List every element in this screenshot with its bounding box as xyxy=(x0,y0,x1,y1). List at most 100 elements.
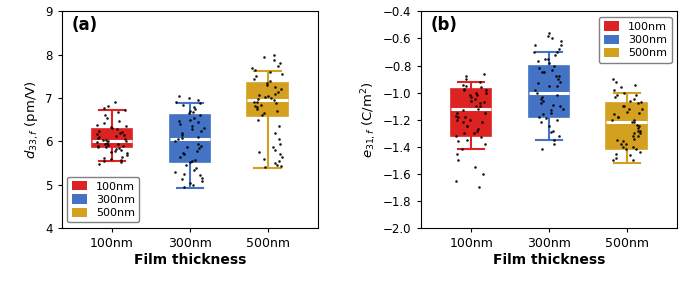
Point xyxy=(197,179,208,184)
Point xyxy=(529,50,540,54)
Point xyxy=(536,120,547,125)
Point xyxy=(473,127,484,131)
Point xyxy=(175,154,186,159)
Point xyxy=(274,141,285,146)
Point xyxy=(460,115,471,119)
Point xyxy=(172,137,183,141)
Point xyxy=(618,104,629,109)
Point xyxy=(610,151,621,156)
Point xyxy=(185,160,196,164)
Point xyxy=(181,163,192,168)
Point xyxy=(176,133,187,137)
Point xyxy=(269,91,280,96)
Point xyxy=(121,153,132,158)
Point xyxy=(451,111,462,115)
Point xyxy=(536,70,547,75)
Point xyxy=(195,143,206,148)
Point xyxy=(552,117,563,122)
Point xyxy=(189,104,200,109)
Point xyxy=(615,85,626,89)
Point xyxy=(633,124,644,129)
Point xyxy=(472,93,483,98)
Point xyxy=(538,112,549,117)
Point xyxy=(98,138,109,143)
Point xyxy=(259,156,269,161)
Point xyxy=(479,142,490,146)
Point xyxy=(545,108,556,113)
Point xyxy=(184,117,195,122)
Point xyxy=(552,84,563,88)
Point xyxy=(633,134,644,138)
Point xyxy=(462,124,473,129)
Point xyxy=(187,127,198,131)
Point xyxy=(536,97,547,102)
Point xyxy=(533,59,544,64)
Point xyxy=(473,107,484,111)
Point xyxy=(176,131,187,135)
Point xyxy=(252,117,263,122)
Point xyxy=(249,103,260,108)
Point xyxy=(547,67,557,72)
Point xyxy=(114,146,124,150)
Point xyxy=(194,173,205,178)
X-axis label: Film thickness: Film thickness xyxy=(492,253,605,267)
Point xyxy=(612,115,623,119)
Point xyxy=(544,84,555,88)
Point xyxy=(118,133,129,137)
Point xyxy=(102,141,113,145)
Point xyxy=(606,117,617,122)
Point xyxy=(92,145,103,150)
Point xyxy=(631,123,642,127)
Point xyxy=(464,93,475,98)
Point xyxy=(105,156,116,161)
Point xyxy=(187,110,198,114)
Point xyxy=(183,111,194,115)
Point xyxy=(185,180,196,185)
Point xyxy=(538,70,549,75)
Point xyxy=(114,131,125,135)
Point xyxy=(177,177,188,182)
Point xyxy=(170,169,181,174)
Point xyxy=(94,128,105,133)
Point xyxy=(608,88,619,92)
Point xyxy=(633,111,644,115)
Point xyxy=(121,124,132,129)
Point xyxy=(544,61,555,65)
Point xyxy=(450,113,461,118)
Point xyxy=(529,88,540,92)
Point xyxy=(120,139,131,144)
Point xyxy=(93,143,104,148)
Point xyxy=(274,158,285,163)
Point xyxy=(186,124,197,129)
Point xyxy=(276,72,287,76)
Point xyxy=(549,138,560,142)
Point xyxy=(621,147,632,152)
Point xyxy=(453,139,464,144)
Point xyxy=(271,101,282,105)
Point xyxy=(632,125,643,130)
Point xyxy=(452,117,463,122)
Point xyxy=(461,77,472,82)
Y-axis label: $e_{31,f}$ (C/m$^2$): $e_{31,f}$ (C/m$^2$) xyxy=(359,81,379,158)
Point xyxy=(174,122,185,126)
Point xyxy=(177,102,188,107)
Point xyxy=(458,131,469,136)
Point xyxy=(274,124,285,129)
Point xyxy=(176,136,187,140)
Point xyxy=(471,128,482,133)
Point xyxy=(479,100,490,104)
Point xyxy=(624,153,635,157)
Point xyxy=(196,128,207,133)
Point xyxy=(251,107,262,111)
Point xyxy=(608,77,619,82)
Point xyxy=(476,85,487,89)
Point xyxy=(552,77,563,82)
Point xyxy=(627,120,637,125)
Point xyxy=(554,80,565,84)
Point xyxy=(184,96,195,100)
Point xyxy=(452,158,463,162)
Point xyxy=(538,99,549,103)
Point xyxy=(545,111,556,115)
Point xyxy=(189,157,200,162)
Point xyxy=(191,148,202,153)
